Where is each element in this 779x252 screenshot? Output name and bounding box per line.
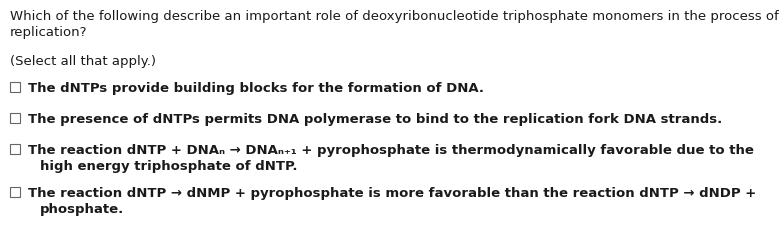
- FancyBboxPatch shape: [10, 144, 20, 154]
- Text: The presence of dNTPs permits DNA polymerase to bind to the replication fork DNA: The presence of dNTPs permits DNA polyme…: [28, 113, 722, 125]
- FancyBboxPatch shape: [10, 187, 20, 197]
- Text: (Select all that apply.): (Select all that apply.): [10, 55, 156, 68]
- Text: replication?: replication?: [10, 26, 87, 39]
- Text: phosphate.: phosphate.: [40, 202, 124, 215]
- Text: Which of the following describe an important role of deoxyribonucleotide triphos: Which of the following describe an impor…: [10, 10, 779, 23]
- Text: high energy triphosphate of dNTP.: high energy triphosphate of dNTP.: [40, 159, 298, 172]
- FancyBboxPatch shape: [10, 83, 20, 93]
- FancyBboxPatch shape: [10, 114, 20, 123]
- Text: The reaction dNTP + DNAₙ → DNAₙ₊₁ + pyrophosphate is thermodynamically favorable: The reaction dNTP + DNAₙ → DNAₙ₊₁ + pyro…: [28, 143, 754, 156]
- Text: The dNTPs provide building blocks for the formation of DNA.: The dNTPs provide building blocks for th…: [28, 82, 484, 94]
- Text: The reaction dNTP → dNMP + pyrophosphate is more favorable than the reaction dNT: The reaction dNTP → dNMP + pyrophosphate…: [28, 186, 756, 199]
